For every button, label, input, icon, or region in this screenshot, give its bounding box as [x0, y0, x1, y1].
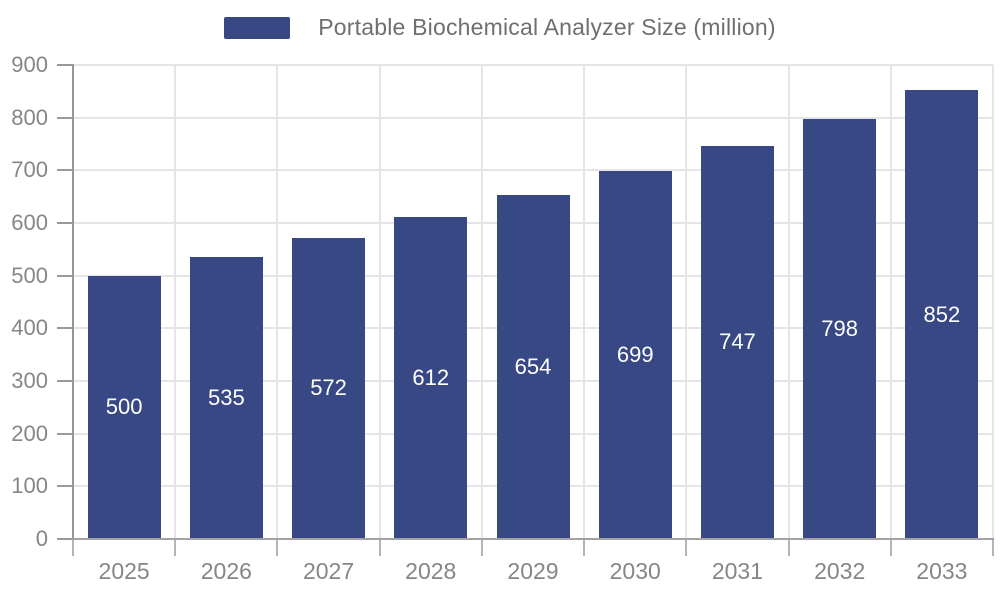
y-tick-0 [57, 538, 73, 540]
gridline-v-3 [378, 65, 381, 539]
gridline-v-2 [276, 65, 279, 539]
gridline-v-8 [889, 65, 892, 539]
gridline-v-5 [583, 65, 586, 539]
bar-value-label: 572 [310, 375, 347, 401]
bar-2033: 852 [905, 90, 979, 539]
bar-2030: 699 [598, 170, 672, 539]
x-tick-9 [992, 540, 994, 556]
bar-2031: 747 [700, 145, 774, 539]
y-axis-label-300: 300 [11, 368, 48, 393]
y-tick-500 [57, 274, 73, 277]
x-tick-8 [889, 540, 892, 556]
gridline-v-4 [480, 65, 483, 539]
bar-value-label: 654 [514, 353, 552, 379]
x-tick-7 [787, 540, 790, 556]
legend-label: Portable Biochemical Analyzer Size (mill… [318, 14, 776, 40]
bar-value-label: 612 [412, 364, 450, 390]
y-axis-label-200: 200 [11, 420, 48, 446]
bar-2026: 535 [189, 257, 263, 539]
x-tick-6 [685, 540, 688, 556]
x-tick-4 [480, 540, 483, 556]
y-axis-label-800: 800 [11, 104, 48, 130]
x-axis-label-2028: 2028 [405, 558, 457, 584]
x-tick-5 [583, 540, 586, 556]
gridline-h-900 [73, 64, 993, 67]
y-axis-label-400: 400 [11, 315, 48, 341]
y-tick-900 [57, 64, 73, 66]
gridline-v-6 [685, 65, 688, 539]
bar-2028: 612 [394, 216, 468, 539]
bar-value-label: 535 [207, 385, 245, 411]
gridline-h-700 [73, 169, 993, 172]
y-tick-200 [57, 432, 73, 435]
y-axis-label-0: 0 [35, 526, 48, 551]
gridline-v-1 [174, 65, 177, 539]
bar-2029: 654 [496, 194, 570, 539]
x-axis-label-2031: 2031 [711, 558, 764, 584]
x-axis-label-2030: 2030 [609, 558, 661, 584]
x-axis-label-2032: 2032 [814, 558, 866, 584]
bar-2025: 500 [87, 275, 161, 539]
y-axis-line [72, 64, 74, 556]
y-axis-label-100: 100 [11, 473, 48, 499]
x-axis-label-2025: 2025 [98, 558, 150, 584]
gridline-h-800 [73, 116, 993, 119]
gridline-v-7 [787, 65, 790, 539]
x-tick-2 [276, 540, 279, 556]
y-tick-700 [57, 169, 73, 172]
x-tick-0 [72, 540, 74, 556]
legend[interactable]: Portable Biochemical Analyzer Size (mill… [0, 14, 1000, 41]
bar-2032: 798 [803, 118, 877, 539]
plot-area: 500 535 572 612 654 699 747 798 852 [73, 64, 994, 539]
y-axis-label-900: 900 [11, 52, 48, 77]
bar-value-label: 699 [616, 341, 654, 367]
x-axis-label-2033: 2033 [916, 558, 968, 584]
bar-2027: 572 [292, 237, 366, 539]
bar-value-label: 852 [923, 301, 961, 327]
bar-value-label: 747 [719, 329, 756, 355]
y-tick-800 [57, 116, 73, 119]
y-tick-100 [57, 485, 73, 488]
y-tick-300 [57, 380, 73, 382]
y-tick-600 [57, 222, 73, 224]
x-axis-line [73, 538, 994, 540]
y-axis-label-700: 700 [11, 157, 48, 183]
x-axis-label-2027: 2027 [302, 558, 355, 584]
bar-value-label: 500 [105, 394, 143, 420]
bar-value-label: 798 [821, 315, 859, 341]
y-axis-label-600: 600 [11, 210, 48, 235]
legend-swatch-icon [224, 16, 291, 39]
x-axis-label-2026: 2026 [200, 558, 252, 584]
x-tick-3 [378, 540, 381, 556]
y-tick-400 [57, 327, 73, 330]
gridline-v-9 [992, 65, 994, 539]
x-tick-1 [174, 540, 177, 556]
x-axis-label-2029: 2029 [507, 558, 559, 584]
y-axis-label-500: 500 [11, 262, 48, 288]
